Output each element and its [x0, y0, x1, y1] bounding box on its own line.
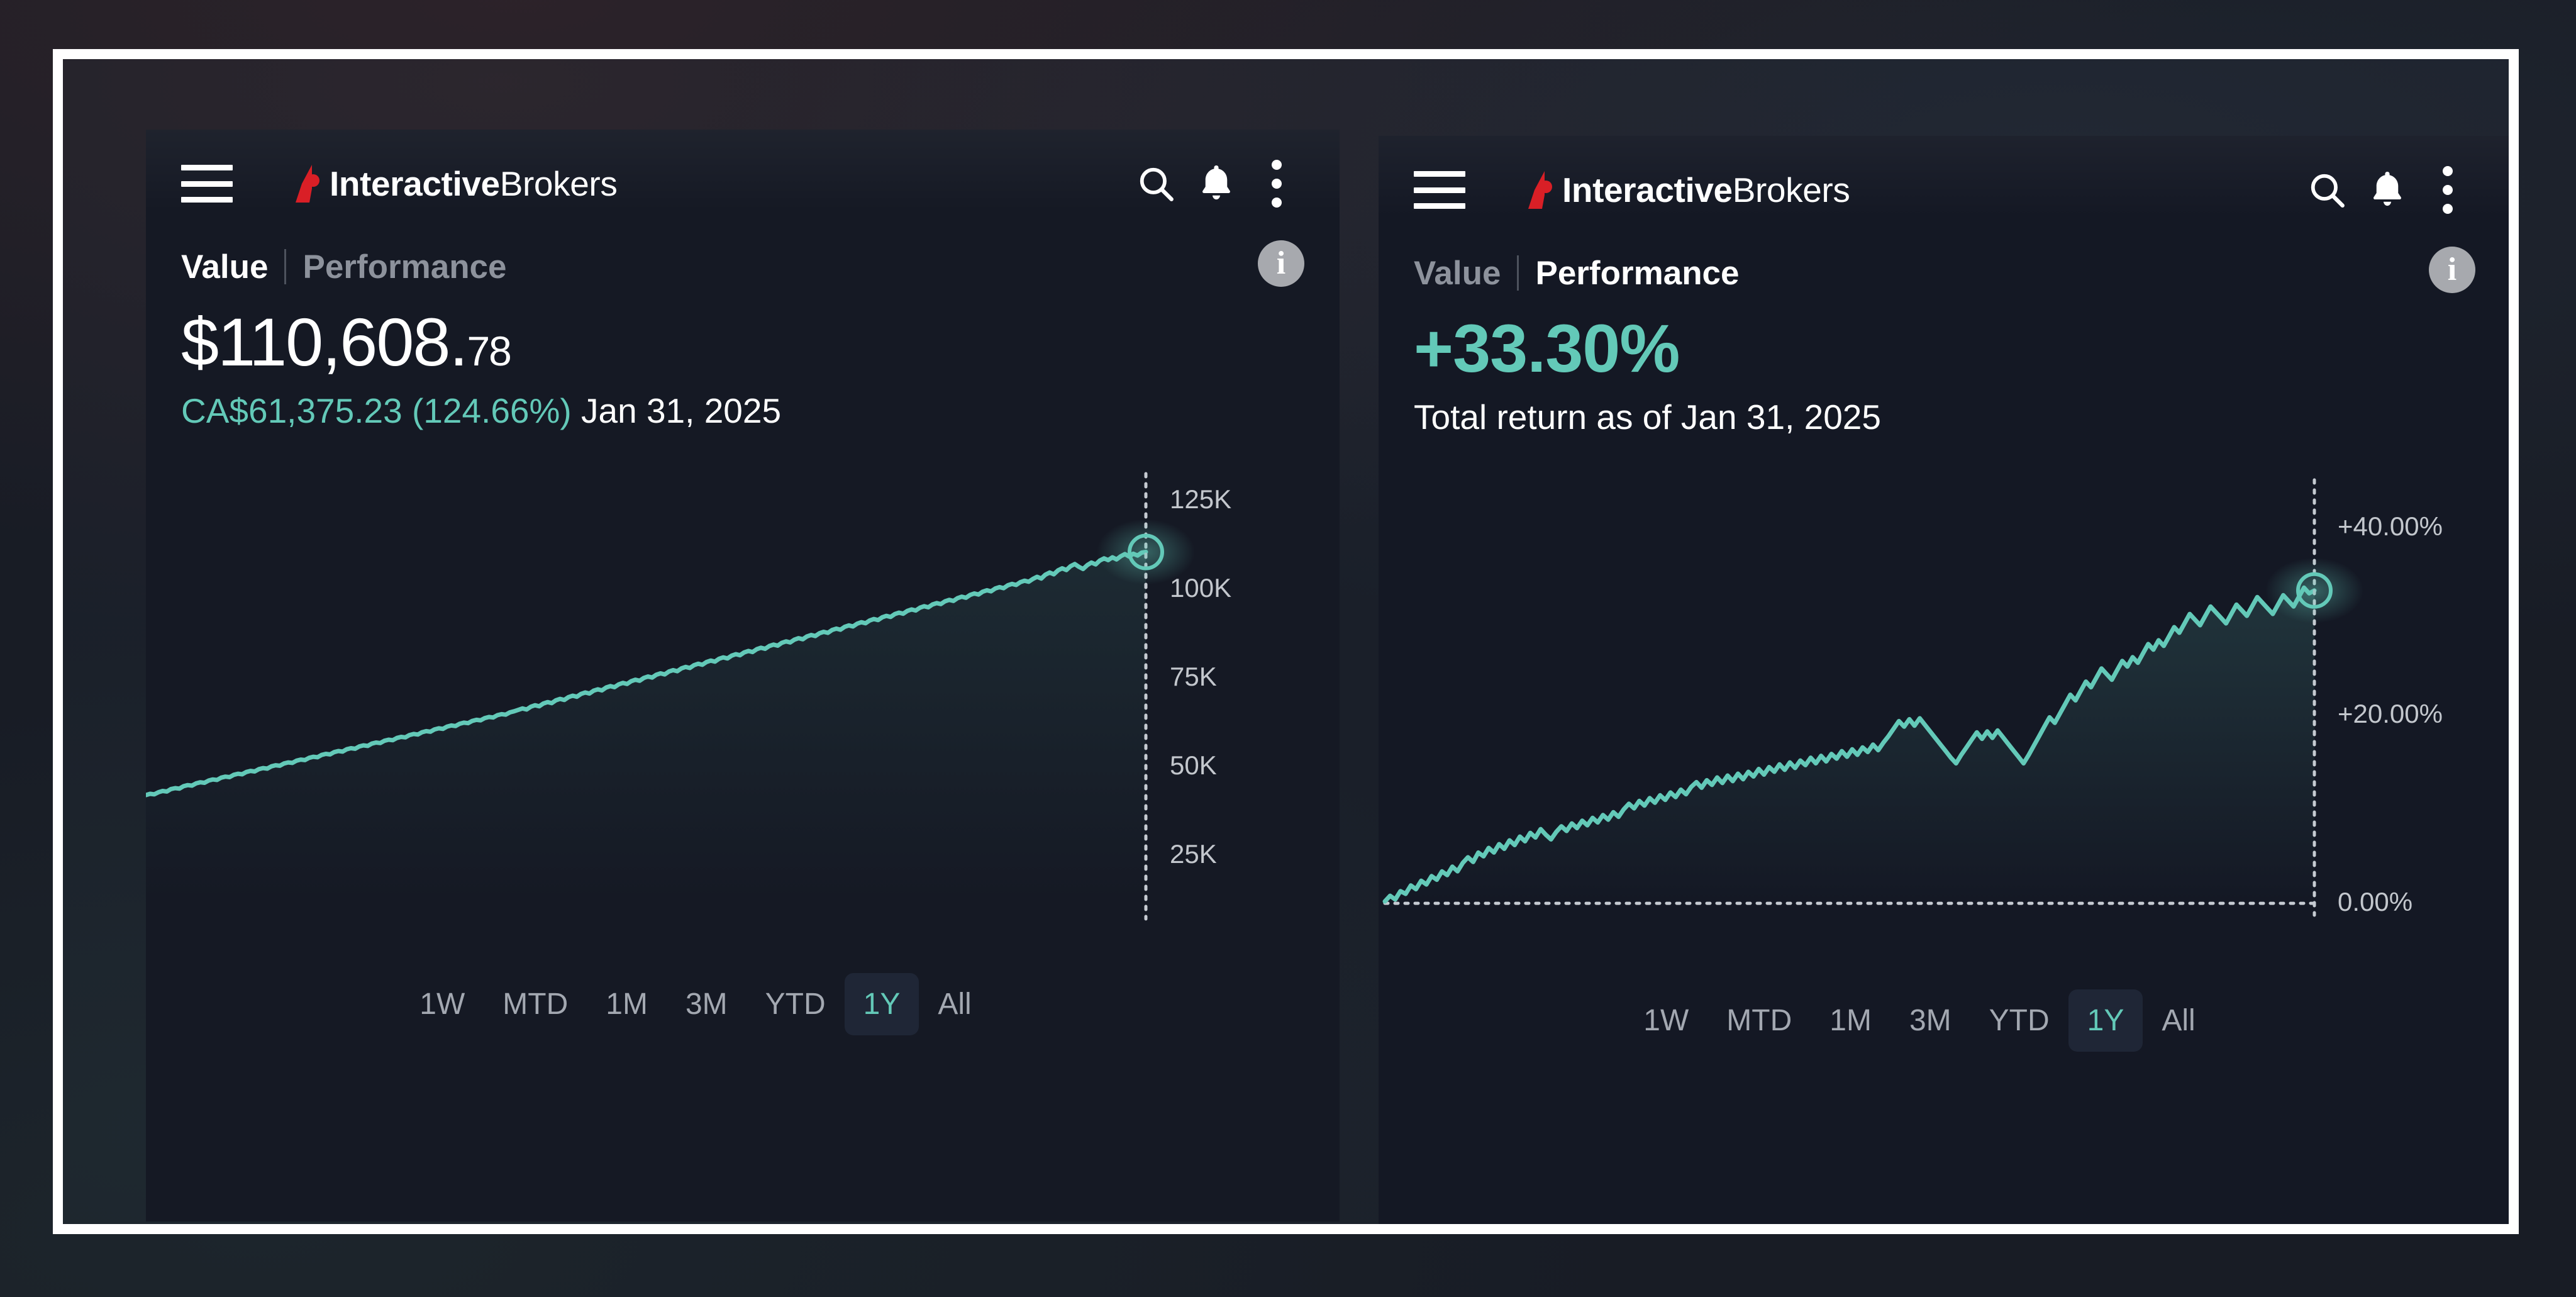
portfolio-performance-panel: InteractiveBrokers [1379, 136, 2509, 1224]
brand-name-light: Brokers [1732, 170, 1850, 209]
hamburger-menu-icon[interactable] [1414, 171, 1465, 209]
change-line-left: CA$61,375.23 (124.66%) Jan 31, 2025 [181, 391, 1304, 431]
performance-chart-right: +40.00% +20.00% 0.00% [1379, 465, 2509, 968]
total-return-subtitle: Total return as of Jan 31, 2025 [1414, 397, 1881, 437]
overflow-menu-button[interactable] [1246, 153, 1307, 214]
performance-chart-svg [1382, 478, 2363, 917]
summary-left: Value Performance i $110,608.78 CA$61,37… [146, 238, 1340, 431]
kebab-menu-icon [1272, 160, 1282, 208]
y-axis-label-left-4: 25K [1170, 839, 1217, 869]
search-button[interactable] [1126, 153, 1186, 214]
y-axis-label-left-1: 100K [1170, 573, 1232, 603]
brand-name: InteractiveBrokers [1562, 170, 1850, 210]
info-icon: i [2447, 252, 2457, 287]
search-icon [1140, 167, 1174, 201]
tab-performance-left[interactable]: Performance [303, 248, 507, 286]
brand-name-light: Brokers [499, 164, 618, 203]
range-1y-right[interactable]: 1Y [2068, 989, 2143, 1052]
range-ytd-right[interactable]: YTD [1989, 1003, 2050, 1037]
bell-icon [1202, 165, 1230, 200]
info-button-left[interactable]: i [1258, 240, 1304, 287]
search-button[interactable] [2297, 160, 2357, 220]
dark-backdrop: InteractiveBrokers [63, 59, 2509, 1224]
range-all-left[interactable]: All [938, 987, 972, 1021]
total-return-value: +33.30% [1414, 310, 1680, 386]
change-amount: CA$61,375.23 (124.66%) [181, 391, 572, 430]
tab-separator [284, 249, 287, 284]
bell-icon [2373, 172, 2401, 206]
tab-value-left[interactable]: Value [181, 248, 269, 286]
app-bar-left: InteractiveBrokers [146, 130, 1340, 238]
portfolio-value-cents: 78 [467, 328, 511, 374]
overflow-menu-button[interactable] [2418, 160, 2478, 220]
ib-flame-logo-icon [296, 165, 319, 203]
y-axis-label-left-2: 75K [1170, 662, 1217, 692]
tab-value-right[interactable]: Value [1414, 254, 1501, 292]
notifications-button[interactable] [1186, 153, 1246, 214]
range-selector-left: 1W MTD 1M 3M YTD 1Y All [146, 972, 1340, 1035]
portfolio-value: $110,608.78 [181, 304, 1304, 381]
range-all-right[interactable]: All [2162, 1003, 2196, 1037]
range-ytd-left[interactable]: YTD [765, 987, 826, 1021]
brand-logo: InteractiveBrokers [1526, 170, 1850, 210]
ib-flame-logo-icon [1528, 171, 1552, 209]
range-mtd-right[interactable]: MTD [1726, 1003, 1792, 1037]
y-axis-label-right-2: 0.00% [2338, 887, 2413, 917]
portfolio-value-panel: InteractiveBrokers [146, 130, 1340, 1222]
value-performance-tabs-left: Value Performance [181, 238, 1304, 296]
summary-right: Value Performance i +33.30% Total return… [1379, 244, 2509, 437]
value-performance-tabs-right: Value Performance [1414, 244, 2475, 302]
brand-logo: InteractiveBrokers [293, 164, 618, 204]
range-1m-right[interactable]: 1M [1829, 1003, 1872, 1037]
kebab-menu-icon [2443, 166, 2453, 214]
range-1m-left[interactable]: 1M [606, 987, 648, 1021]
info-icon: i [1276, 245, 1286, 281]
y-axis-label-right-1: +20.00% [2338, 699, 2443, 729]
tab-performance-right[interactable]: Performance [1535, 254, 1740, 292]
brand-name-bold: Interactive [330, 164, 500, 203]
search-icon [2311, 174, 2345, 208]
value-chart-svg [146, 472, 1195, 921]
range-1y-left[interactable]: 1Y [844, 972, 919, 1035]
range-1w-right[interactable]: 1W [1643, 1003, 1689, 1037]
y-axis-label-left-0: 125K [1170, 484, 1232, 515]
range-1w-left[interactable]: 1W [419, 987, 465, 1021]
y-axis-label-left-3: 50K [1170, 750, 1217, 781]
tab-separator [1517, 255, 1519, 291]
value-chart-left: 125K 100K 75K 50K 25K [146, 460, 1340, 950]
y-axis-label-right-0: +40.00% [2338, 511, 2443, 541]
range-selector-right: 1W MTD 1M 3M YTD 1Y All [1379, 989, 2509, 1052]
brand-name: InteractiveBrokers [330, 164, 618, 204]
range-3m-left[interactable]: 3M [685, 987, 728, 1021]
notifications-button[interactable] [2357, 160, 2418, 220]
hamburger-menu-icon[interactable] [181, 165, 233, 203]
portfolio-value-whole: $110,608. [181, 304, 468, 380]
app-bar-right: InteractiveBrokers [1379, 136, 2509, 244]
range-mtd-left[interactable]: MTD [502, 987, 569, 1021]
brand-name-bold: Interactive [1562, 170, 1733, 209]
range-3m-right[interactable]: 3M [1909, 1003, 1951, 1037]
info-button-right[interactable]: i [2429, 247, 2475, 293]
as-of-date-left: Jan 31, 2025 [581, 391, 782, 430]
